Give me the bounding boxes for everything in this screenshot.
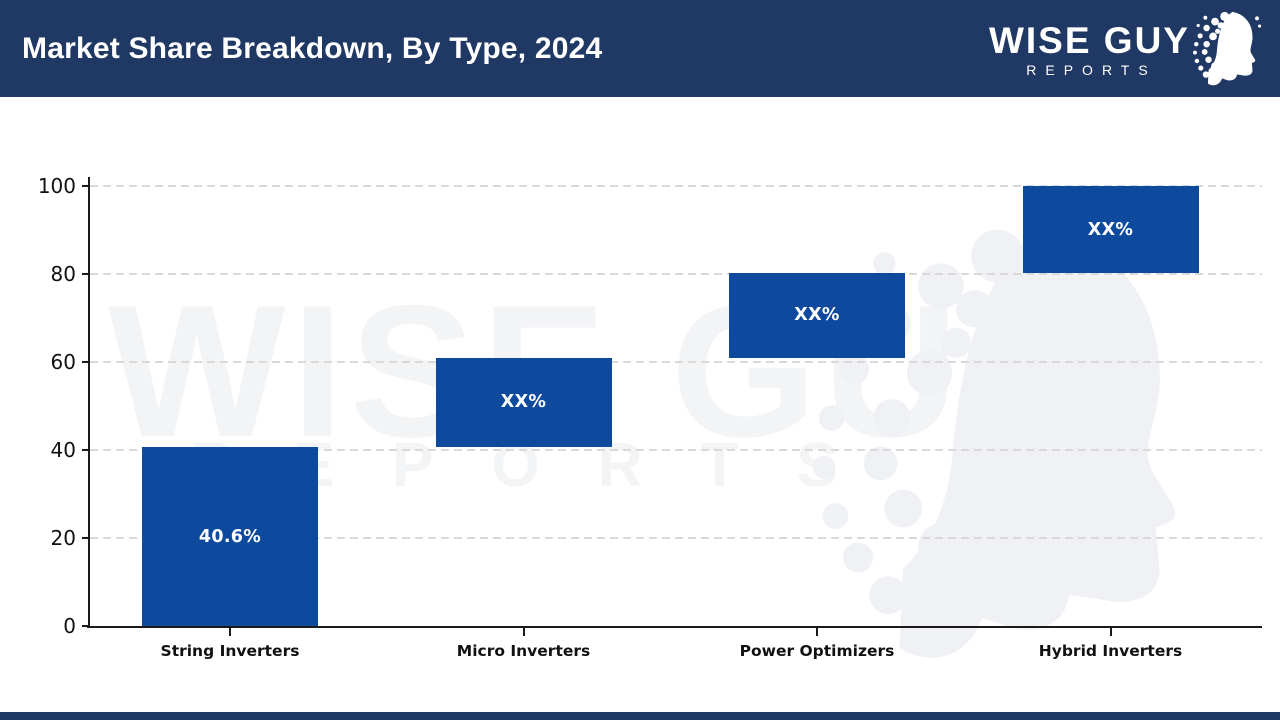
x-category-label-0: String Inverters [160,642,300,660]
gridline-y-60 [90,361,1262,363]
header-bar: Market Share Breakdown, By Type, 2024 WI… [0,0,1280,97]
x-axis-line [87,626,1262,628]
bar-power-optimizers: XX% [729,273,905,358]
logo-text: WISE GUY REPORTS [989,22,1190,78]
logo-wordmark: WISE GUY [988,20,1190,61]
y-tick-label-20: 20 [50,526,76,550]
x-category-label-3: Hybrid Inverters [1038,642,1183,660]
x-tick-mark-1 [522,628,525,636]
x-tick-mark-0 [229,628,231,636]
y-tick-mark-60 [82,361,88,363]
y-tick-label-100: 100 [37,174,76,198]
gridline-y-100 [90,185,1262,187]
x-category-label-1: Micro Inverters [456,642,591,660]
y-tick-mark-80 [82,273,88,275]
dotted-head-icon [1193,11,1262,86]
y-tick-label-80: 80 [50,262,76,286]
x-category-label-2: Power Optimizers [739,642,895,660]
y-tick-label-40: 40 [50,438,76,462]
y-tick-label-0: 0 [63,614,76,638]
bar-value-label: XX% [1087,219,1134,240]
x-tick-mark-3 [1109,628,1112,636]
y-axis-line [88,177,90,628]
y-tick-mark-0 [82,625,88,627]
y-tick-mark-20 [82,537,88,539]
gridline-y-40 [90,449,1262,451]
y-tick-label-60: 60 [50,350,76,374]
y-tick-mark-40 [82,449,88,451]
bar-micro-inverters: XX% [435,357,612,448]
footer-bar [0,712,1280,720]
x-tick-mark-2 [816,628,818,636]
chart-canvas: WISE GUY REPORTS 0 20 40 60 80 100 40.6% String… [0,97,1280,712]
wise-guy-reports-logo: WISE GUY REPORTS [989,6,1266,94]
bar-hybrid-inverters: XX% [1022,186,1199,274]
logo-subtitle: REPORTS [1026,62,1157,78]
gridline-y-20 [90,537,1262,539]
bar-string-inverters: 40.6% [142,447,318,626]
y-tick-mark-100 [82,185,88,187]
bar-value-label: XX% [500,392,547,413]
page-title: Market Share Breakdown, By Type, 2024 [22,31,603,65]
bar-value-label: XX% [794,305,840,326]
gridline-y-80 [90,273,1262,275]
bar-value-label: 40.6% [198,526,262,547]
